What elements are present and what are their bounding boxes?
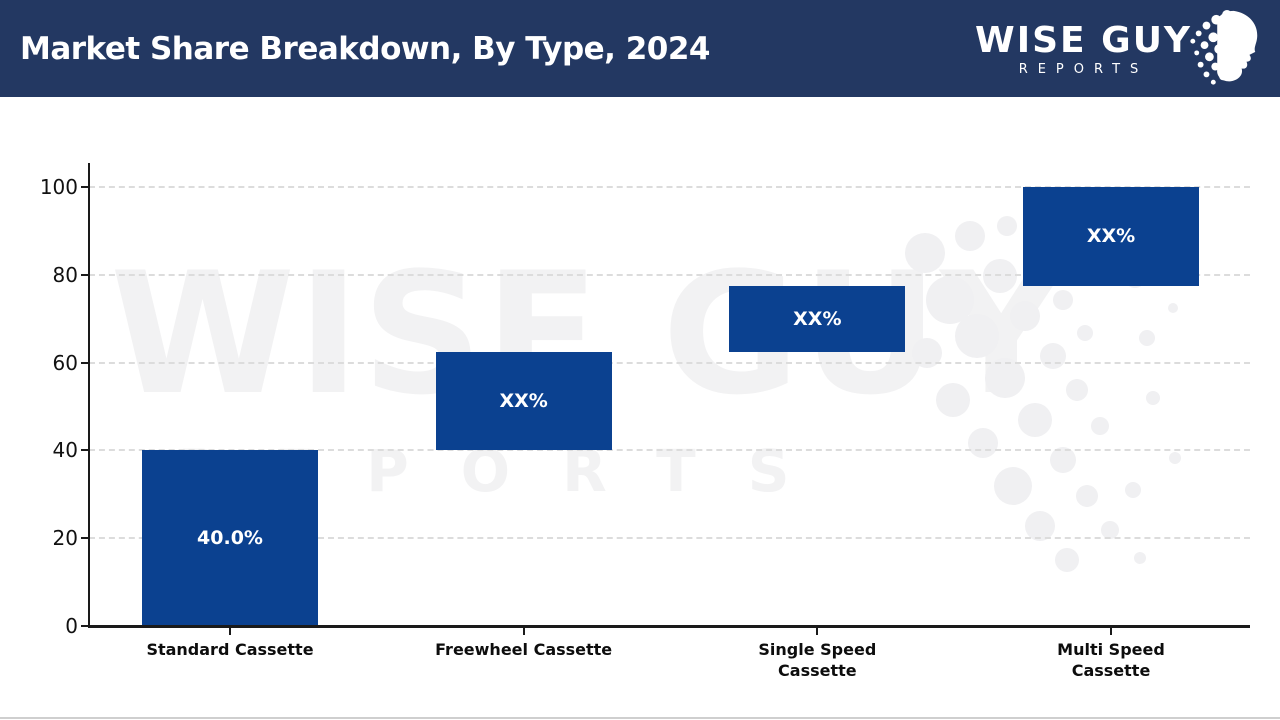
y-tick-label-80: 80	[52, 262, 78, 287]
bar-standard-cassette: 40.0%	[142, 450, 318, 626]
bottom-divider	[0, 717, 1280, 719]
bar-value-label: XX%	[499, 390, 548, 412]
y-tick-mark-20	[81, 537, 89, 540]
y-gridline-20	[89, 537, 1250, 540]
y-tick-mark-40	[81, 449, 89, 452]
y-tick-mark-80	[81, 273, 89, 276]
bar-value-label: XX%	[1086, 225, 1136, 248]
category-label-0: Standard Cassette	[146, 640, 314, 659]
y-tick-label-0: 0	[65, 614, 78, 638]
y-gridline-60	[89, 361, 1250, 364]
header-bar: Market Share Breakdown, By Type, 2024 WI…	[0, 0, 1280, 97]
y-gridline-40	[89, 449, 1250, 452]
y-tick-mark-0	[81, 625, 89, 627]
category-label-1: Freewheel Cassette	[435, 640, 613, 659]
brand-logo-text: WISE GUY REPORTS	[975, 21, 1192, 77]
y-tick-label-20: 20	[52, 526, 78, 551]
x-tick-mark-1	[522, 628, 525, 635]
x-axis-line	[88, 625, 1250, 628]
y-gridline-100	[89, 186, 1250, 188]
y-gridline-80	[89, 273, 1250, 276]
bar-value-label: XX%	[793, 307, 842, 330]
y-axis-line	[88, 163, 90, 628]
x-tick-mark-2	[816, 628, 819, 635]
chart-title: Market Share Breakdown, By Type, 2024	[20, 30, 711, 67]
y-tick-label-100: 100	[39, 175, 78, 199]
category-label-2: Single Speed Cassette	[758, 640, 877, 680]
y-tick-mark-60	[81, 361, 89, 364]
x-tick-mark-3	[1110, 628, 1112, 635]
y-tick-label-40: 40	[52, 438, 78, 463]
x-tick-mark-0	[229, 628, 231, 635]
y-tick-label-60: 60	[52, 350, 78, 375]
brand-subname: REPORTS	[1018, 61, 1149, 77]
bar-multi-speed-cassette: XX%	[1023, 187, 1199, 286]
bar-freewheel-cassette: XX%	[435, 351, 612, 451]
bar-single-speed-cassette: XX%	[729, 285, 906, 352]
category-label-3: Multi Speed Cassette	[1057, 640, 1165, 680]
bar-value-label: 40.0%	[197, 527, 263, 550]
brand-face-icon	[1190, 9, 1258, 85]
y-tick-mark-100	[81, 186, 89, 188]
brand-name: WISE GUY	[974, 20, 1192, 62]
brand-logo: WISE GUY REPORTS	[975, 8, 1266, 90]
